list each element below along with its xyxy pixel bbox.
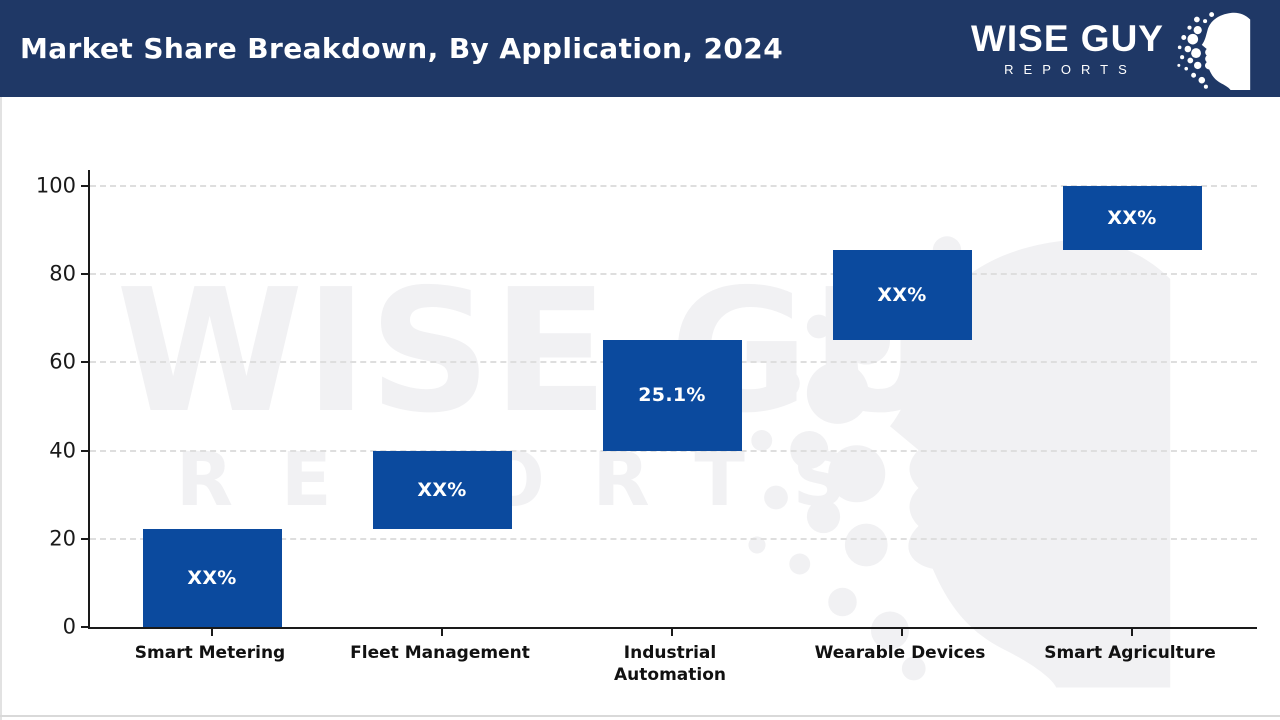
y-tick-mark — [81, 449, 88, 452]
bar-value-label: XX% — [187, 567, 237, 590]
x-category-label-smart-agriculture: Smart Agriculture — [1044, 643, 1216, 663]
y-tick-mark — [81, 626, 88, 628]
bar-fleet-management: XX% — [372, 451, 512, 530]
x-category-label-fleet-management: Fleet Management — [350, 643, 530, 663]
gridline-80 — [90, 273, 1257, 276]
plot-area: XX% XX% 25.1% XX% XX% — [81, 170, 1257, 636]
x-axis-labels: Smart Metering Fleet Management Industrial… — [88, 642, 1255, 712]
x-category-label-industrial-automation: Industrial Automation — [614, 643, 726, 686]
gridline-100 — [90, 185, 1257, 187]
x-category-label-smart-metering: Smart Metering — [134, 643, 286, 663]
gridline-20 — [90, 537, 1257, 540]
logo-wordmark: WISE GUY REPORTS — [971, 20, 1164, 77]
logo-head-icon — [1158, 8, 1262, 90]
page-title: Market Share Breakdown, By Application, … — [20, 32, 784, 65]
bar-value-label: XX% — [417, 479, 467, 502]
header: Market Share Breakdown, By Application, … — [0, 0, 1280, 97]
y-tick-label: 20 — [49, 526, 76, 551]
y-tick-mark — [81, 185, 88, 187]
y-tick-mark — [81, 537, 88, 540]
x-tick-mark — [901, 627, 903, 636]
bar-value-label: 25.1% — [638, 384, 706, 407]
bottom-border-line — [0, 715, 1280, 717]
bar-wearable-devices: XX% — [832, 249, 972, 340]
y-tick-label: 100 — [35, 173, 76, 198]
y-tick-label: 60 — [49, 349, 76, 374]
logo-name: WISE GUY — [970, 18, 1164, 59]
y-tick-label: 80 — [49, 261, 76, 286]
left-border-line — [0, 97, 2, 720]
y-tick-mark — [81, 361, 88, 364]
chart-region: WISE GUY REPORTS XX% XX% 25.1% XX% XX% 0 20 40… — [0, 97, 1280, 720]
y-tick-mark — [81, 273, 88, 276]
brand-logo: WISE GUY REPORTS — [971, 8, 1262, 90]
bar-industrial-automation: 25.1% — [602, 339, 742, 451]
x-category-label-wearable-devices: Wearable Devices — [814, 643, 986, 663]
x-tick-mark — [441, 627, 443, 636]
x-tick-mark — [1131, 627, 1133, 636]
bar-value-label: XX% — [877, 283, 927, 306]
x-tick-mark — [211, 627, 213, 636]
bar-smart-metering: XX% — [142, 529, 282, 627]
bar-smart-agriculture: XX% — [1062, 186, 1202, 250]
x-tick-mark — [671, 627, 673, 636]
logo-subtitle: REPORTS — [1004, 62, 1137, 77]
y-axis-labels: 0 20 40 60 80 100 — [0, 170, 86, 637]
y-tick-label: 40 — [49, 438, 76, 463]
y-tick-label: 0 — [62, 614, 76, 639]
bar-value-label: XX% — [1107, 206, 1157, 229]
gridline-40 — [90, 449, 1257, 452]
